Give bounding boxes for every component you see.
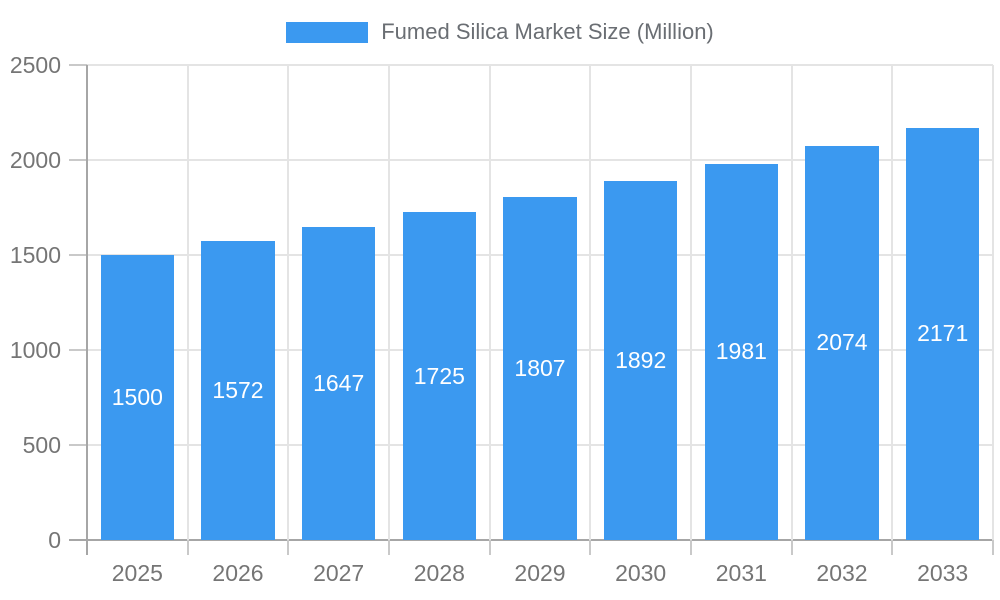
x-tick <box>388 540 390 555</box>
bar-value-label: 1572 <box>212 377 264 404</box>
y-tick <box>69 159 87 161</box>
y-gridline <box>87 64 993 66</box>
x-gridline <box>790 65 793 540</box>
bar-value-label: 1725 <box>413 362 465 389</box>
y-tick <box>69 539 87 541</box>
x-tick <box>186 540 189 555</box>
x-tick-label: 2029 <box>514 560 566 586</box>
x-gridline <box>992 65 994 540</box>
bar: 2171 <box>905 127 980 540</box>
x-tick <box>790 540 793 555</box>
x-tick-label: 2033 <box>917 560 969 586</box>
x-gridline <box>287 65 290 540</box>
x-tick-label: 2031 <box>715 560 767 586</box>
bar-value-label: 1892 <box>615 346 667 373</box>
x-gridline <box>388 65 390 540</box>
x-tick-label: 2027 <box>313 560 365 586</box>
bar: 1892 <box>603 180 678 540</box>
legend-swatch[interactable] <box>286 21 369 43</box>
legend-label: Fumed Silica Market Size (Million) <box>381 19 714 44</box>
x-tick <box>690 540 692 555</box>
y-tick-label: 1000 <box>9 337 61 363</box>
y-tick-label: 0 <box>48 527 61 553</box>
bar-value-label: 2171 <box>917 320 969 347</box>
x-tick-label: 2032 <box>816 560 868 586</box>
x-tick <box>488 540 491 555</box>
y-tick-label: 500 <box>22 432 61 458</box>
x-tick-label: 2025 <box>111 560 163 586</box>
y-tick <box>69 444 87 446</box>
bar: 1500 <box>100 255 175 540</box>
x-axis-line <box>87 539 993 541</box>
legend[interactable]: Fumed Silica Market Size (Million) <box>0 17 1000 47</box>
x-tick-label: 2030 <box>615 560 667 586</box>
bar-value-label: 1500 <box>111 384 163 410</box>
x-gridline <box>488 65 491 540</box>
x-tick-label: 2028 <box>413 560 465 586</box>
x-gridline <box>589 65 592 540</box>
x-tick <box>86 540 88 555</box>
bar: 1572 <box>201 241 275 540</box>
x-gridline <box>891 65 894 540</box>
y-gridline <box>87 159 993 161</box>
bar: 1647 <box>301 227 376 540</box>
x-tick <box>589 540 592 555</box>
y-tick <box>69 349 87 351</box>
x-tick <box>992 540 994 555</box>
x-gridline <box>186 65 189 540</box>
bar: 1981 <box>704 163 779 540</box>
bar-value-label: 1807 <box>514 354 566 381</box>
bar-value-label: 2074 <box>816 329 868 356</box>
bar-value-label: 1981 <box>715 338 767 365</box>
bar: 2074 <box>805 145 879 540</box>
y-tick-label: 2000 <box>9 147 61 173</box>
y-axis-line <box>86 65 88 540</box>
x-tick <box>287 540 290 555</box>
bar: 1807 <box>503 196 577 540</box>
y-tick <box>69 254 87 256</box>
bar: 1725 <box>402 212 477 540</box>
x-tick <box>891 540 894 555</box>
y-tick <box>69 64 87 66</box>
y-tick-label: 2500 <box>9 52 61 78</box>
x-tick-label: 2026 <box>212 560 264 586</box>
bar-value-label: 1647 <box>313 370 365 397</box>
x-gridline <box>690 65 692 540</box>
y-tick-label: 1500 <box>9 242 61 268</box>
